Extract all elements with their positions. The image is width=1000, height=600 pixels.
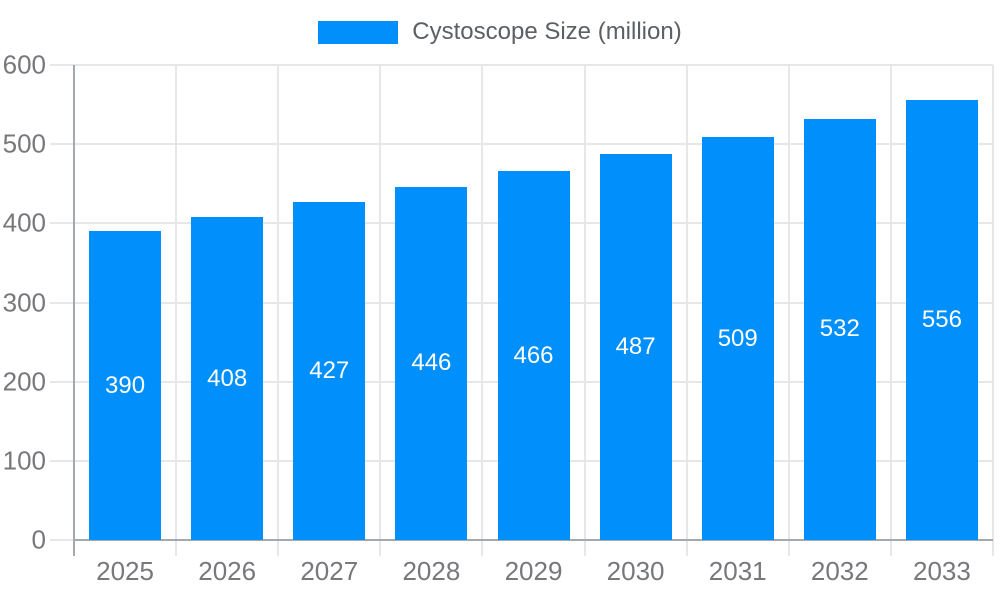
y-axis-tick [50, 301, 74, 304]
bar-2028[interactable] [395, 186, 468, 540]
bar-value-label: 427 [309, 356, 350, 384]
x-axis-label: 2031 [708, 556, 767, 586]
x-axis-tick [685, 540, 688, 556]
x-axis-tick [583, 540, 586, 556]
x-axis-label: 2033 [913, 556, 971, 586]
y-axis-tick [50, 64, 74, 66]
x-gridline [481, 65, 484, 540]
x-axis-tick [889, 540, 892, 556]
x-gridline [787, 65, 790, 540]
bar-value-label: 509 [717, 324, 758, 352]
bar-2031[interactable] [701, 137, 774, 540]
bar-2027[interactable] [293, 201, 366, 540]
x-axis-label: 2027 [300, 556, 359, 586]
x-axis-tick [787, 540, 790, 556]
x-axis-label: 2028 [402, 556, 461, 586]
x-axis-line [74, 539, 993, 541]
bar-value-label: 408 [207, 364, 248, 392]
bar-2030[interactable] [599, 154, 672, 540]
y-axis-tick [50, 459, 74, 462]
y-axis-tick [50, 143, 74, 146]
x-axis-tick [175, 540, 178, 556]
x-gridline [583, 65, 586, 540]
x-gridline [175, 65, 178, 540]
x-axis-label: 2030 [606, 556, 665, 586]
x-axis-tick [379, 540, 382, 556]
y-axis-label: 100 [2, 445, 46, 476]
x-axis-label: 2025 [96, 556, 154, 586]
bar-2025[interactable] [89, 231, 162, 540]
bar-value-label: 466 [513, 341, 554, 369]
bar-2033[interactable] [905, 99, 978, 540]
x-axis-label: 2026 [198, 556, 257, 586]
x-axis-label: 2029 [504, 556, 563, 586]
bar-2032[interactable] [803, 118, 876, 540]
y-axis-line [73, 65, 75, 556]
y-gridline [74, 64, 993, 66]
y-axis-label: 200 [2, 366, 46, 397]
y-gridline [74, 143, 993, 146]
y-axis-label: 500 [2, 128, 46, 159]
legend-marker-icon [318, 20, 399, 44]
y-axis-label: 400 [2, 207, 46, 238]
x-axis-tick [992, 540, 994, 556]
x-gridline [992, 65, 994, 540]
x-gridline [889, 65, 892, 540]
bar-2026[interactable] [191, 217, 264, 540]
x-gridline [685, 65, 688, 540]
x-axis-label: 2032 [810, 556, 869, 586]
bar-2029[interactable] [497, 171, 570, 540]
x-gridline [379, 65, 382, 540]
bar-value-label: 390 [105, 371, 146, 399]
y-axis-tick [50, 539, 74, 541]
bar-value-label: 487 [615, 333, 656, 361]
y-axis-tick [50, 380, 74, 383]
y-axis-label: 600 [2, 49, 46, 80]
chart-legend[interactable]: Cystoscope Size (million) [0, 18, 1000, 46]
legend-label: Cystoscope Size (million) [412, 18, 682, 45]
bar-value-label: 532 [819, 315, 860, 343]
bar-value-label: 446 [411, 349, 452, 377]
x-gridline [277, 65, 280, 540]
bar-value-label: 556 [921, 305, 962, 333]
y-axis-tick [50, 222, 74, 225]
y-axis-label: 300 [2, 287, 46, 317]
y-axis-label: 0 [31, 524, 46, 555]
x-axis-tick [277, 540, 280, 556]
x-axis-tick [481, 540, 484, 556]
